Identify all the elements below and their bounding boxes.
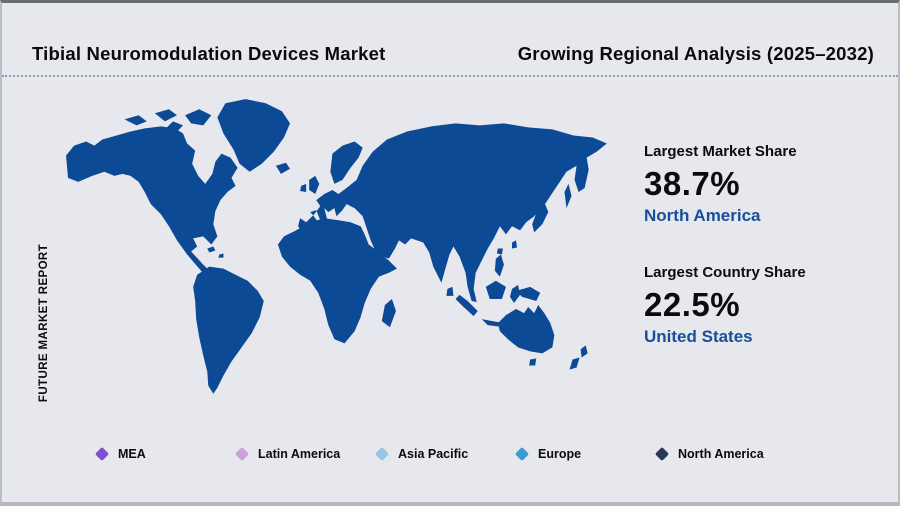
map-legend: MEA Latin America Asia Pacific Europe No… xyxy=(94,446,797,462)
brand-watermark: FUTURE MARKET REPORT xyxy=(38,243,50,403)
legend-item-latin-america: Latin America xyxy=(234,446,377,462)
legend-item-mea: MEA xyxy=(94,446,237,462)
stats-panel: Largest Market Share 38.7% North America… xyxy=(644,143,894,347)
legend-marker-icon xyxy=(654,446,670,462)
legend-marker-icon xyxy=(234,446,250,462)
world-map-svg xyxy=(66,99,607,394)
legend-marker-icon xyxy=(374,446,390,462)
stat-value: 22.5% xyxy=(644,286,741,323)
page-title-left: Tibial Neuromodulation Devices Market xyxy=(32,43,386,64)
landmass xyxy=(66,99,607,394)
dotted-divider xyxy=(2,75,898,77)
legend-marker-icon xyxy=(514,446,530,462)
stat-region: United States xyxy=(644,327,753,346)
world-map xyxy=(64,93,624,405)
legend-label: Europe xyxy=(538,447,582,461)
stat-country-share: Largest Country Share 22.5% United State… xyxy=(644,264,894,347)
header: Tibial Neuromodulation Devices Market Gr… xyxy=(32,43,874,65)
stat-label: Largest Market Share xyxy=(644,143,797,160)
legend-label: North America xyxy=(678,447,764,461)
legend-label: MEA xyxy=(118,447,146,461)
stat-value: 38.7% xyxy=(644,165,741,202)
legend-item-asia-pacific: Asia Pacific xyxy=(374,446,517,462)
stat-region: North America xyxy=(644,206,761,225)
legend-label: Asia Pacific xyxy=(398,447,469,461)
stat-label: Largest Country Share xyxy=(644,264,806,281)
legend-item-north-america: North America xyxy=(654,446,797,462)
legend-item-europe: Europe xyxy=(514,446,657,462)
legend-marker-icon xyxy=(94,446,110,462)
legend-label: Latin America xyxy=(258,447,341,461)
stat-market-share: Largest Market Share 38.7% North America xyxy=(644,143,894,226)
page-title-right: Growing Regional Analysis (2025–2032) xyxy=(517,43,874,64)
